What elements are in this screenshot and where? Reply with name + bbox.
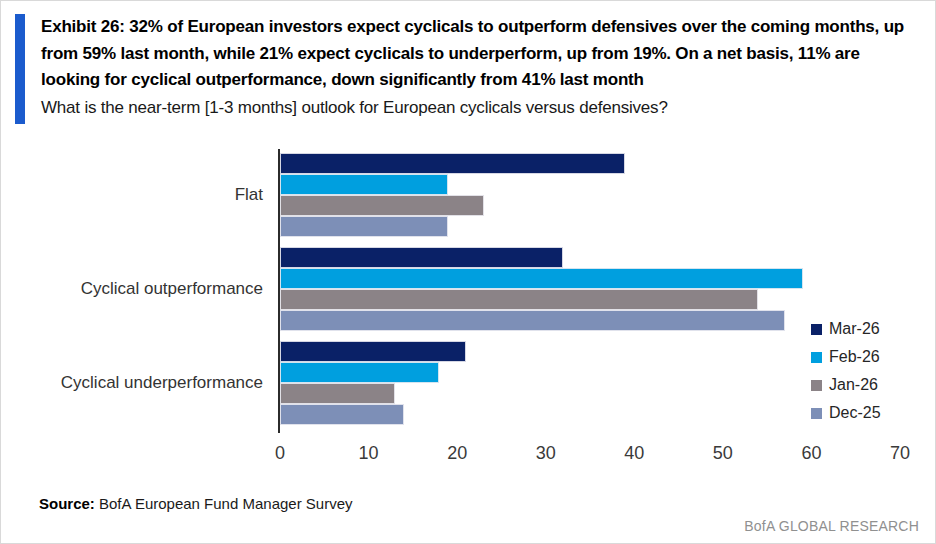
bar-chart: Flat Cyclical outperformance Cyclical unde… — [1, 149, 936, 479]
source-text: BofA European Fund Manager Survey — [95, 495, 353, 512]
plot-area — [280, 149, 900, 433]
chart-question: What is the near-term [1-3 months] outlo… — [41, 95, 917, 120]
bar-jan-26-cyclical-underperformance — [280, 383, 395, 404]
x-tick-40: 40 — [624, 443, 644, 464]
x-tick-0: 0 — [275, 443, 285, 464]
exhibit-header: Exhibit 26: 32% of European investors ex… — [41, 14, 917, 120]
legend-swatch-dec-25 — [811, 408, 822, 419]
x-tick-60: 60 — [801, 443, 821, 464]
accent-bar — [15, 14, 25, 124]
bar-mar-26-cyclical-underperformance — [280, 341, 466, 362]
x-tick-30: 30 — [536, 443, 556, 464]
brand-footer: BofA GLOBAL RESEARCH — [744, 518, 919, 534]
bar-feb-26-cyclical-underperformance — [280, 362, 439, 383]
legend-item-jan-26: Jan-26 — [811, 371, 881, 399]
legend-label-dec-25: Dec-25 — [829, 404, 881, 422]
legend-item-feb-26: Feb-26 — [811, 343, 881, 371]
legend: Mar-26 Feb-26 Jan-26 Dec-25 — [811, 315, 881, 427]
bar-dec-25-flat — [280, 216, 448, 237]
bar-jan-26-cyclical-outperformance — [280, 289, 758, 310]
bar-feb-26-cyclical-outperformance — [280, 268, 803, 289]
legend-swatch-jan-26 — [811, 380, 822, 391]
source-note: Source: BofA European Fund Manager Surve… — [39, 495, 353, 512]
exhibit-panel: Exhibit 26: 32% of European investors ex… — [0, 0, 936, 544]
bar-feb-26-flat — [280, 174, 448, 195]
bar-mar-26-flat — [280, 153, 625, 174]
bar-mar-26-cyclical-outperformance — [280, 247, 563, 268]
legend-swatch-feb-26 — [811, 352, 822, 363]
x-tick-70: 70 — [890, 443, 910, 464]
bar-dec-25-cyclical-outperformance — [280, 310, 785, 331]
x-tick-20: 20 — [447, 443, 467, 464]
legend-label-feb-26: Feb-26 — [829, 348, 880, 366]
legend-label-jan-26: Jan-26 — [829, 376, 878, 394]
x-tick-50: 50 — [713, 443, 733, 464]
x-tick-10: 10 — [359, 443, 379, 464]
exhibit-title: Exhibit 26: 32% of European investors ex… — [41, 14, 917, 94]
bar-jan-26-flat — [280, 195, 484, 216]
category-label-cyclical-outperformance: Cyclical outperformance — [1, 278, 263, 300]
source-label: Source: — [39, 495, 95, 512]
legend-item-dec-25: Dec-25 — [811, 399, 881, 427]
legend-swatch-mar-26 — [811, 324, 822, 335]
legend-label-mar-26: Mar-26 — [829, 320, 880, 338]
bar-dec-25-cyclical-underperformance — [280, 404, 404, 425]
x-axis: 010203040506070 — [280, 443, 920, 467]
category-label-cyclical-underperformance: Cyclical underperformance — [1, 372, 263, 394]
category-label-flat: Flat — [1, 184, 263, 206]
legend-item-mar-26: Mar-26 — [811, 315, 881, 343]
